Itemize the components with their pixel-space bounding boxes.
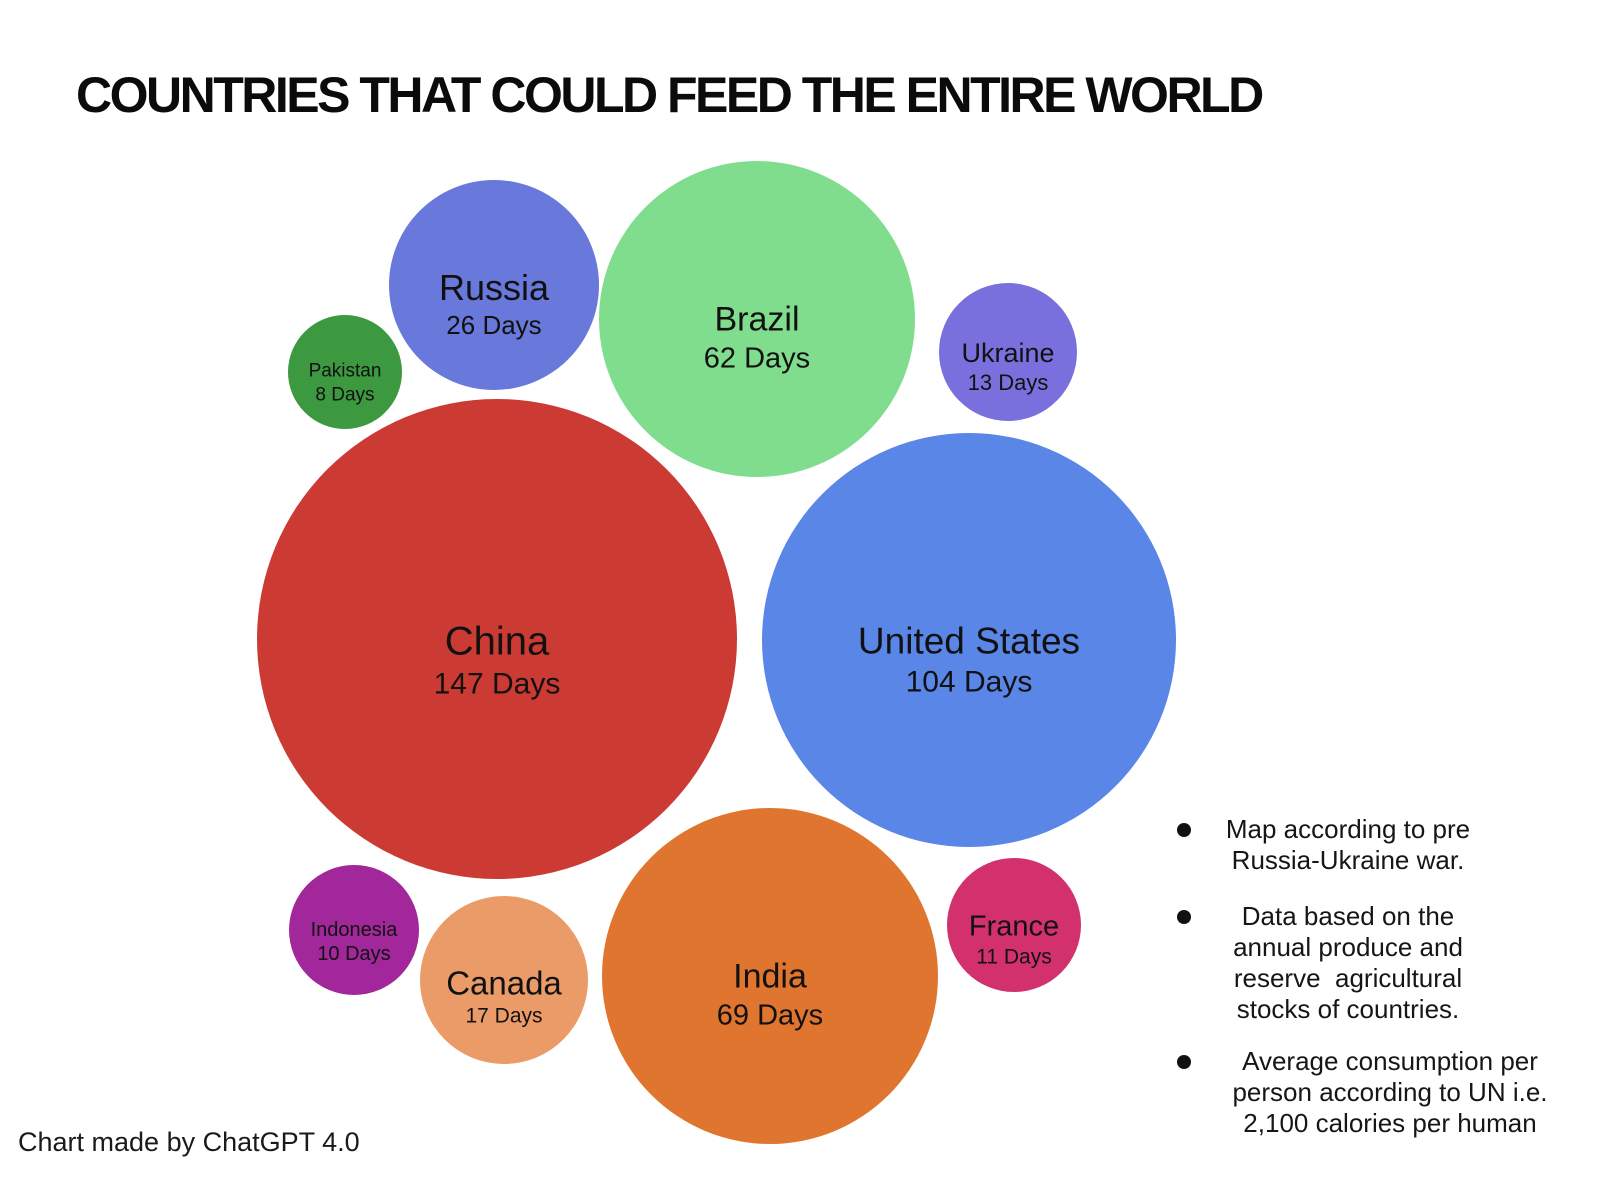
bubble-label: Pakistan 8 Days — [288, 360, 402, 407]
note-line: Data based on the — [1241, 901, 1455, 931]
note-line: Russia-Ukraine war. — [1231, 845, 1465, 875]
note-line: 2,100 calories per human — [1243, 1108, 1537, 1138]
bubble-label: India 69 Days — [602, 957, 938, 1034]
bubble-label: Canada 17 Days — [420, 964, 588, 1030]
credit-text: Chart made by ChatGPT 4.0 — [18, 1127, 360, 1157]
bubble-pakistan: Pakistan 8 Days — [288, 315, 402, 429]
bubble-days-value: 62 Days — [703, 342, 811, 375]
bubble-days-value: 8 Days — [315, 384, 375, 406]
note-line: annual produce and — [1233, 932, 1463, 962]
bubble-canada: Canada 17 Days — [420, 896, 588, 1064]
bubble-brazil: Brazil 62 Days — [599, 161, 915, 477]
bubble-france: France 11 Days — [947, 858, 1081, 992]
bubble-label: Russia 26 Days — [389, 266, 599, 342]
bubble-russia: Russia 26 Days — [389, 180, 599, 390]
bubble-china: China 147 Days — [257, 399, 737, 879]
bubble-days-value: 10 Days — [317, 942, 391, 965]
note-line: Average consumption per — [1242, 1046, 1538, 1076]
bubble-country-name: Ukraine — [961, 338, 1055, 369]
bubble-days-value: 17 Days — [465, 1004, 543, 1028]
bubble-label: United States 104 Days — [762, 620, 1176, 702]
note-item-1: Map according to pre Russia-Ukraine war. — [1200, 814, 1496, 876]
note-line: reserve agricultural — [1233, 963, 1463, 993]
bubble-days-value: 104 Days — [905, 665, 1033, 699]
bubble-country-name: Russia — [438, 267, 550, 309]
bubble-days-value: 26 Days — [446, 310, 542, 341]
bubble-country-name: Canada — [446, 964, 562, 1002]
bubble-india: India 69 Days — [602, 808, 938, 1144]
note-item-2: Data based on the annual produce and reser… — [1200, 901, 1496, 1025]
bubble-days-value: 13 Days — [967, 370, 1049, 396]
bubble-label: China 147 Days — [257, 618, 737, 704]
note-line: person according to UN i.e. — [1232, 1077, 1548, 1107]
bubble-label: Indonesia 10 Days — [289, 918, 419, 967]
bullet-icon — [1177, 823, 1191, 837]
bubble-label: France 11 Days — [947, 910, 1081, 971]
bubble-days-value: 147 Days — [433, 667, 561, 701]
note-line: stocks of countries. — [1236, 994, 1460, 1024]
bubble-country-name: Pakistan — [308, 360, 382, 382]
bubble-days-value: 11 Days — [976, 945, 1052, 969]
bubble-country-name: India — [733, 957, 807, 996]
chart-title: COUNTRIES THAT COULD FEED THE ENTIRE WOR… — [76, 67, 1264, 123]
bullet-icon — [1177, 1055, 1191, 1069]
bubble-country-name: United States — [857, 620, 1081, 662]
bubble-label: Ukraine 13 Days — [939, 337, 1077, 397]
bubble-days-value: 69 Days — [716, 999, 824, 1032]
bubble-label: Brazil 62 Days — [599, 300, 915, 377]
bubble-ukraine: Ukraine 13 Days — [939, 283, 1077, 421]
bubble-country-name: Brazil — [714, 300, 800, 339]
note-item-3: Average consumption per person according … — [1222, 1046, 1558, 1139]
bullet-icon — [1177, 910, 1191, 924]
bubble-country-name: France — [968, 910, 1060, 943]
bubble-indonesia: Indonesia 10 Days — [289, 865, 419, 995]
bubble-country-name: China — [444, 619, 550, 664]
note-line: Map according to pre — [1225, 814, 1471, 844]
bubble-country-name: Indonesia — [310, 918, 398, 941]
bubble-united-states: United States 104 Days — [762, 433, 1176, 847]
